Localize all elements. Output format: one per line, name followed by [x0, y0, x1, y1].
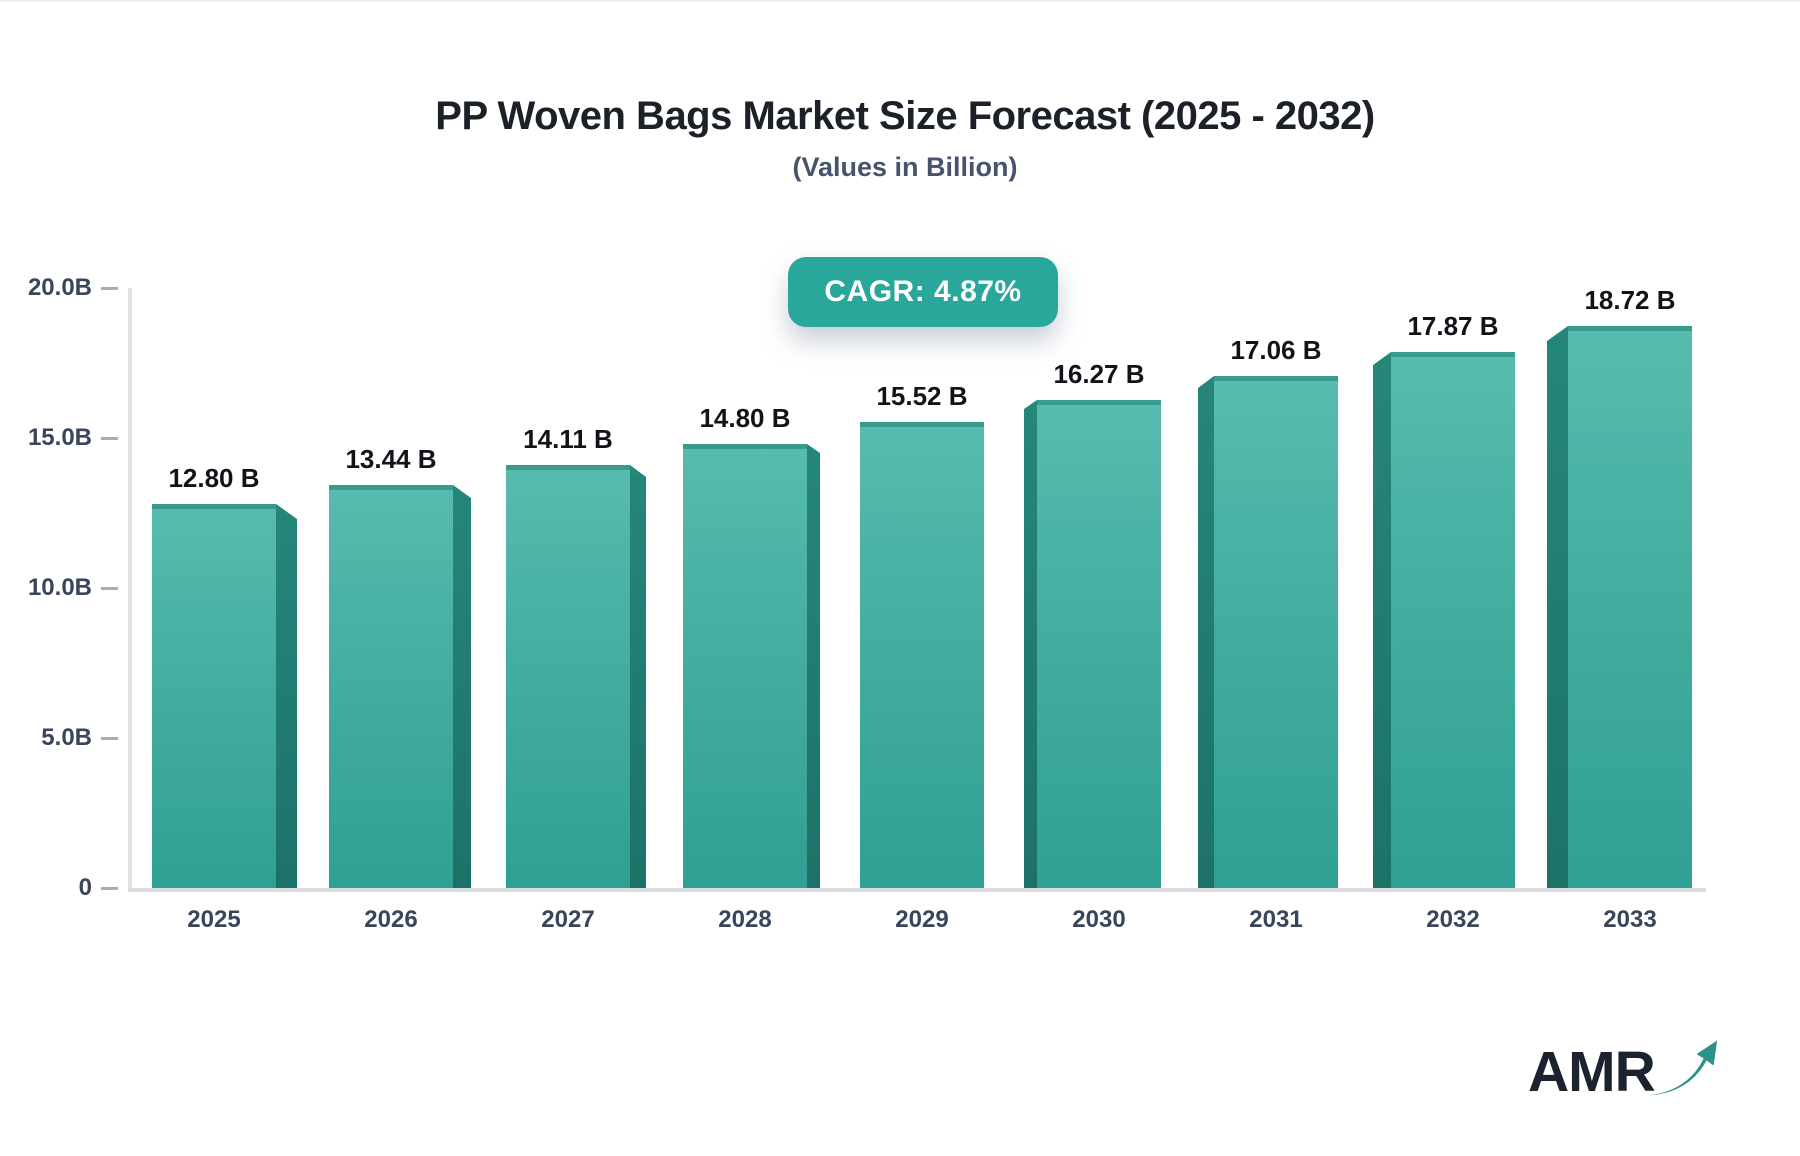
x-tick-label-2031: 2031: [1249, 906, 1303, 933]
bar-2032: [1391, 352, 1515, 888]
bar-2031-side-face: [1198, 376, 1214, 888]
bar-2026-side-face: [453, 485, 471, 888]
chart-title: PP Woven Bags Market Size Forecast (2025…: [435, 94, 1375, 138]
growth-arrow-icon: [1648, 1040, 1717, 1096]
bar-value-label-2028: 14.80 B: [699, 403, 791, 433]
y-axis-line: [128, 288, 132, 892]
bar-2029: [860, 422, 984, 888]
y-tick-label: 15.0B: [27, 424, 92, 451]
y-tick-label: 5.0B: [41, 724, 92, 751]
bar-value-label-2027: 14.11 B: [523, 424, 613, 454]
x-axis-line: [128, 888, 1706, 892]
bar-value-label-2031: 17.06 B: [1230, 335, 1322, 365]
bar-2033-side-face: [1547, 326, 1568, 888]
y-tick-mark: [101, 287, 118, 290]
bar-2030: [1037, 400, 1161, 888]
bar-2028-side-face: [807, 444, 820, 888]
chart-subtitle: (Values in Billion): [792, 152, 1018, 182]
bar-value-label-2030: 16.27 B: [1053, 359, 1145, 389]
bar-value-label-2025: 12.80 B: [168, 463, 260, 493]
y-tick-label: 20.0B: [27, 274, 92, 301]
x-tick-label-2025: 2025: [187, 906, 241, 933]
bar-2025: [152, 504, 276, 888]
cagr-badge: CAGR: 4.87%: [788, 257, 1058, 327]
bar-2032-side-face: [1373, 352, 1391, 888]
bar-value-label-2029: 15.52 B: [876, 381, 968, 411]
y-tick-mark: [101, 737, 118, 740]
bar-2031: [1214, 376, 1338, 888]
x-tick-label-2028: 2028: [718, 906, 772, 933]
x-tick-label-2029: 2029: [895, 906, 949, 933]
y-tick-label: 10.0B: [27, 574, 92, 601]
x-tick-label-2032: 2032: [1426, 906, 1480, 933]
y-tick-mark: [101, 587, 118, 590]
bar-2028: [683, 444, 807, 888]
bar-2033: [1568, 326, 1692, 888]
bar-value-label-2026: 13.44 B: [345, 444, 437, 474]
x-tick-label-2027: 2027: [541, 906, 595, 933]
y-tick-label: 0: [78, 874, 92, 901]
x-tick-label-2033: 2033: [1603, 906, 1657, 933]
bar-2030-side-face: [1024, 400, 1037, 888]
x-tick-label-2030: 2030: [1072, 906, 1126, 933]
y-tick-mark: [101, 887, 118, 890]
amr-logo: AMR: [1528, 1040, 1719, 1104]
x-tick-label-2026: 2026: [364, 906, 418, 933]
amr-logo-text: AMR: [1528, 1040, 1656, 1104]
y-tick-mark: [101, 437, 118, 440]
bar-value-label-2033: 18.72 B: [1584, 285, 1676, 315]
bar-2027-side-face: [630, 465, 646, 888]
bar-2026: [329, 485, 453, 888]
bar-2027: [506, 465, 630, 888]
bar-2025-side-face: [276, 504, 297, 888]
bar-value-label-2032: 17.87 B: [1407, 311, 1499, 341]
